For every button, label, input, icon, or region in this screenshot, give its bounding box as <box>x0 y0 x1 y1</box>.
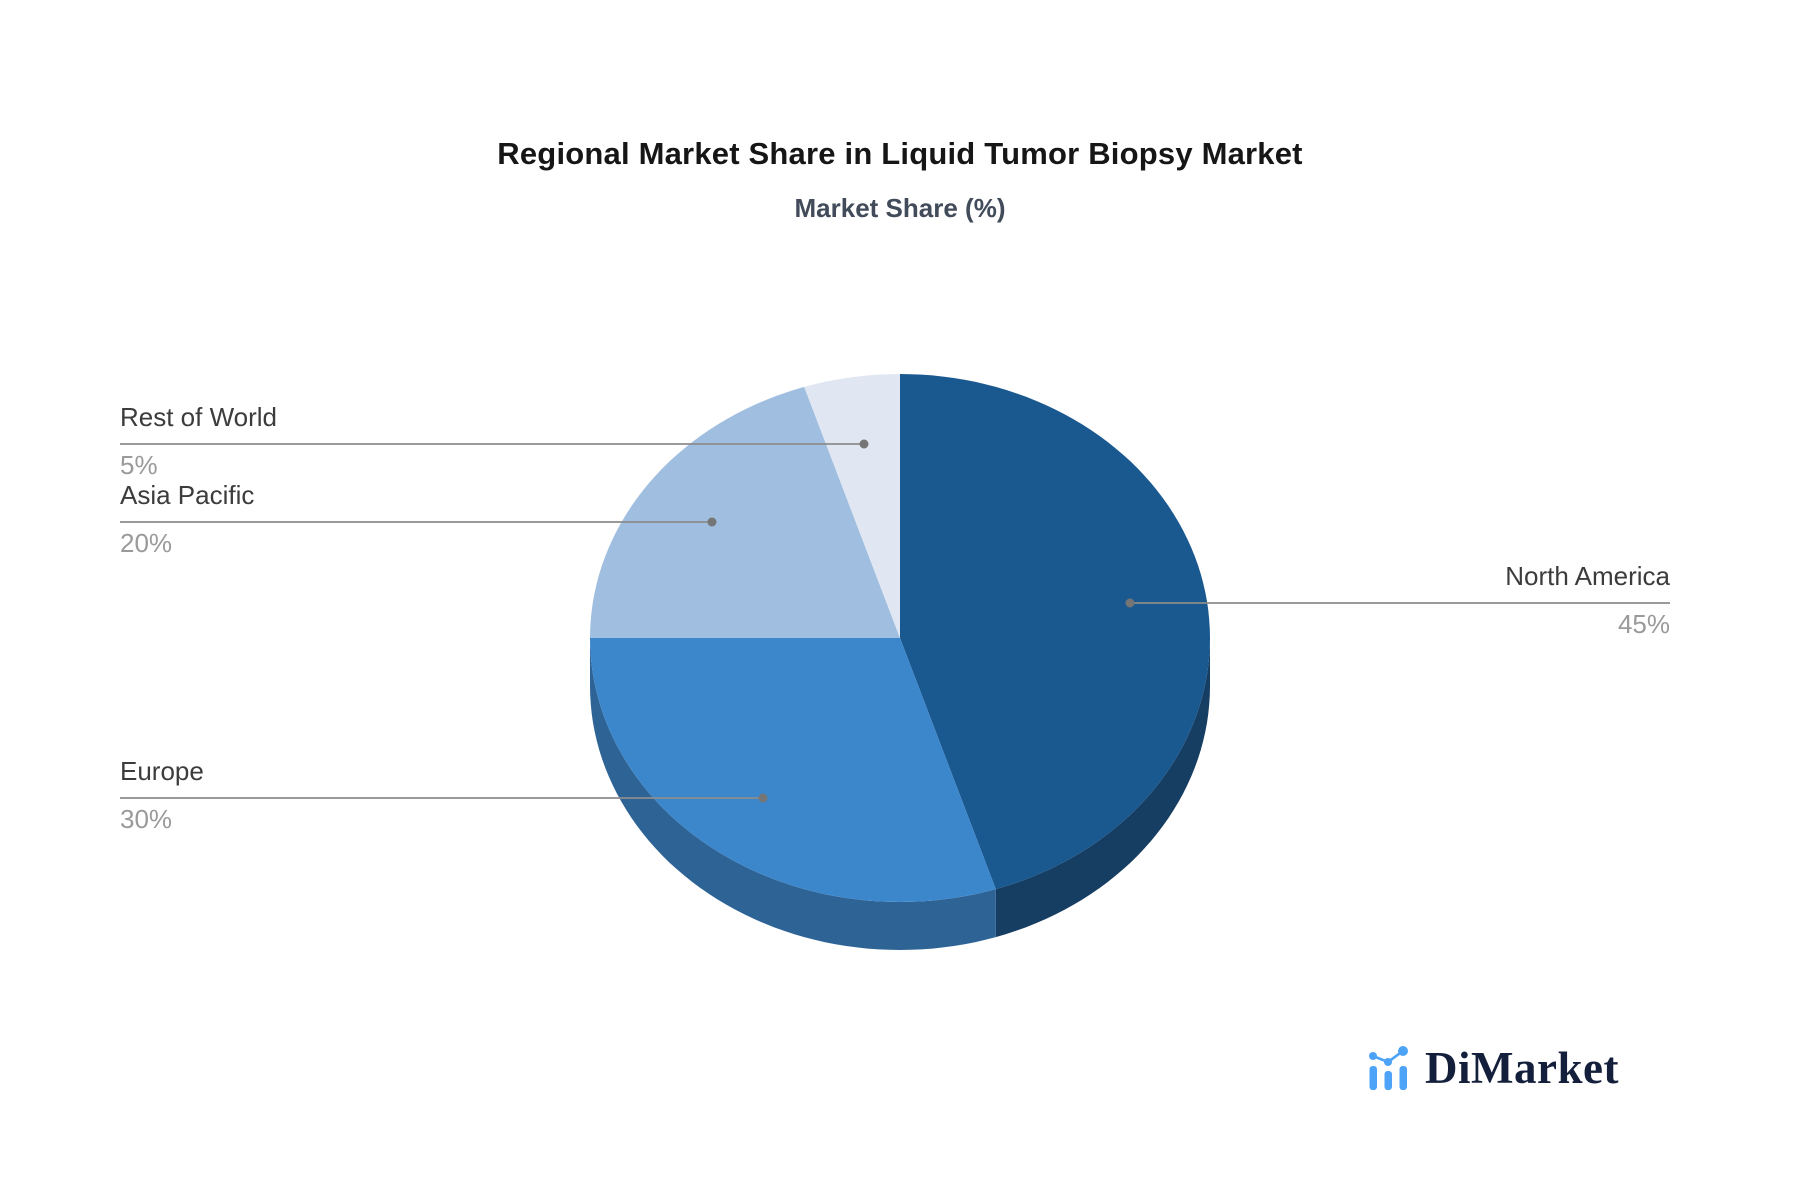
value-europe: 30% <box>120 804 173 834</box>
leader-dot-europe <box>758 793 768 803</box>
pie-slice-side-north-america <box>995 638 1210 938</box>
leader-dot-asia-pacific <box>707 517 717 527</box>
bar-chart-icon <box>1369 1046 1408 1090</box>
pie-slice-asia-pacific[interactable] <box>590 386 900 638</box>
label-rest-of-world: Rest of World <box>120 402 278 432</box>
value-rest-of-world: 5% <box>120 450 158 480</box>
label-north-america: North America <box>1505 561 1670 591</box>
chart-subtitle: Market Share (%) <box>794 193 1006 223</box>
value-asia-pacific: 20% <box>120 528 173 558</box>
pie-slice-side-europe <box>590 638 996 950</box>
pie-slice-europe[interactable] <box>590 638 996 902</box>
logo-text: DiMarket <box>1425 1042 1619 1093</box>
leader-dot-rest-of-world <box>859 439 869 449</box>
value-north-america: 45% <box>1617 609 1670 639</box>
dimarket-logo: DiMarket <box>1367 1040 1619 1096</box>
label-asia-pacific: Asia Pacific <box>120 480 255 510</box>
label-europe: Europe <box>120 756 204 786</box>
pie-slice-north-america[interactable] <box>900 374 1210 890</box>
chart-title: Regional Market Share in Liquid Tumor Bi… <box>497 136 1303 171</box>
leader-dot-north-america <box>1125 598 1135 608</box>
pie-slice-rest-of-world[interactable] <box>804 374 900 638</box>
